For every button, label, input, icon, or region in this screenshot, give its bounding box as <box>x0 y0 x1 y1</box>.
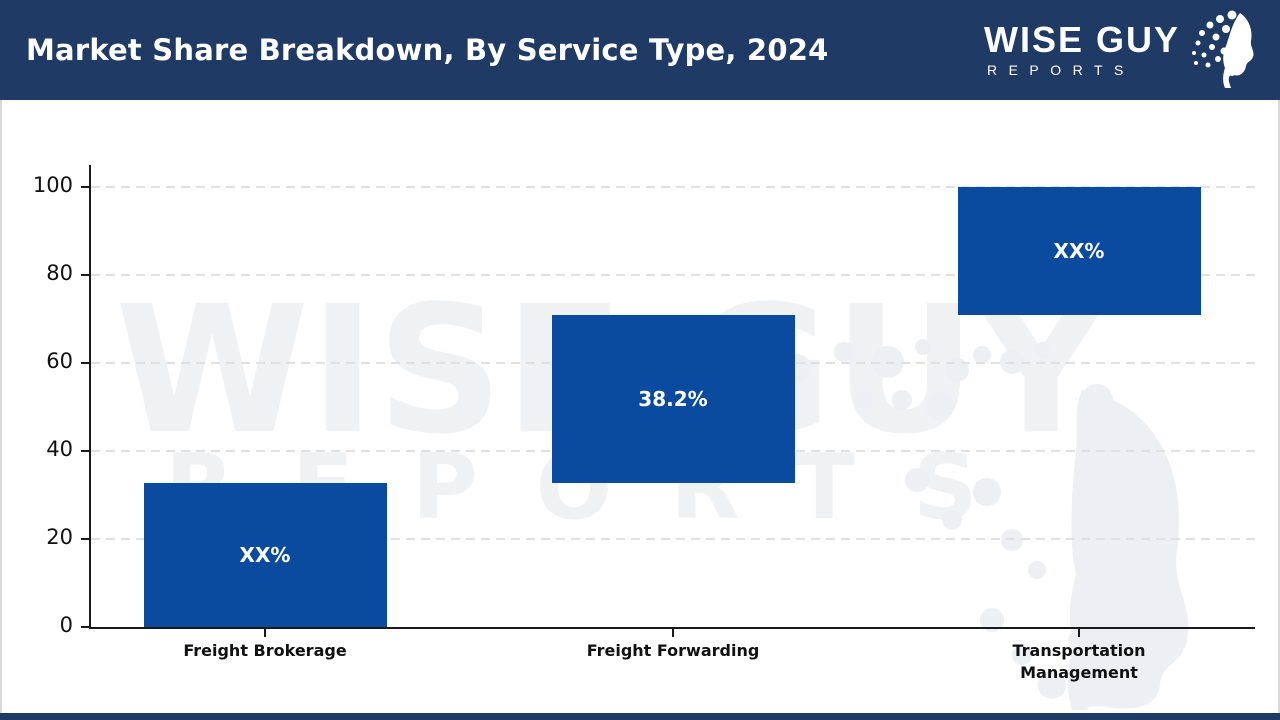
page-title: Market Share Breakdown, By Service Type,… <box>26 33 829 67</box>
y-axis-line <box>89 165 91 629</box>
chart-panel: WISE GUY REPORTS 020406080100XX%Freight … <box>0 100 1280 713</box>
bar-value-label: XX% <box>239 543 291 568</box>
y-axis-tick <box>81 362 89 364</box>
bar-segment: XX% <box>143 483 387 627</box>
brand-logo-name: WISE GUY <box>983 19 1180 60</box>
x-axis-category-label: Freight Forwarding <box>586 641 760 660</box>
y-axis-tick-label: 20 <box>46 525 73 549</box>
x-axis-line <box>89 627 1255 629</box>
y-axis-tick <box>81 186 89 188</box>
y-axis-tick-label: 60 <box>46 349 73 373</box>
y-axis-tick <box>81 274 89 276</box>
gridline <box>91 274 1255 276</box>
face-dots-icon <box>1188 7 1254 93</box>
brand-logo: WISE GUY REPORTS <box>984 7 1254 93</box>
y-axis-tick <box>81 538 89 540</box>
gridline <box>91 538 1255 540</box>
y-axis-tick-label: 100 <box>32 173 73 197</box>
bar-segment: XX% <box>957 187 1201 316</box>
brand-logo-subtitle: REPORTS <box>986 62 1135 78</box>
y-axis-tick-label: 40 <box>46 437 73 461</box>
bar-value-label: 38.2% <box>638 387 708 412</box>
y-axis-tick <box>81 626 89 628</box>
x-axis-tick <box>672 629 674 637</box>
y-axis-tick-label: 0 <box>59 613 73 637</box>
footer-bar <box>0 713 1280 720</box>
y-axis-tick-label: 80 <box>46 261 73 285</box>
y-axis-tick <box>81 450 89 452</box>
x-axis-category-label: Transportation Management <box>1012 641 1146 682</box>
gridline <box>91 186 1255 188</box>
x-axis-tick <box>1078 629 1080 637</box>
x-axis-tick <box>264 629 266 637</box>
bar-segment: 38.2% <box>551 315 795 484</box>
header-bar: Market Share Breakdown, By Service Type,… <box>0 0 1280 100</box>
bar-value-label: XX% <box>1053 239 1105 264</box>
x-axis-category-label: Freight Brokerage <box>183 641 347 660</box>
